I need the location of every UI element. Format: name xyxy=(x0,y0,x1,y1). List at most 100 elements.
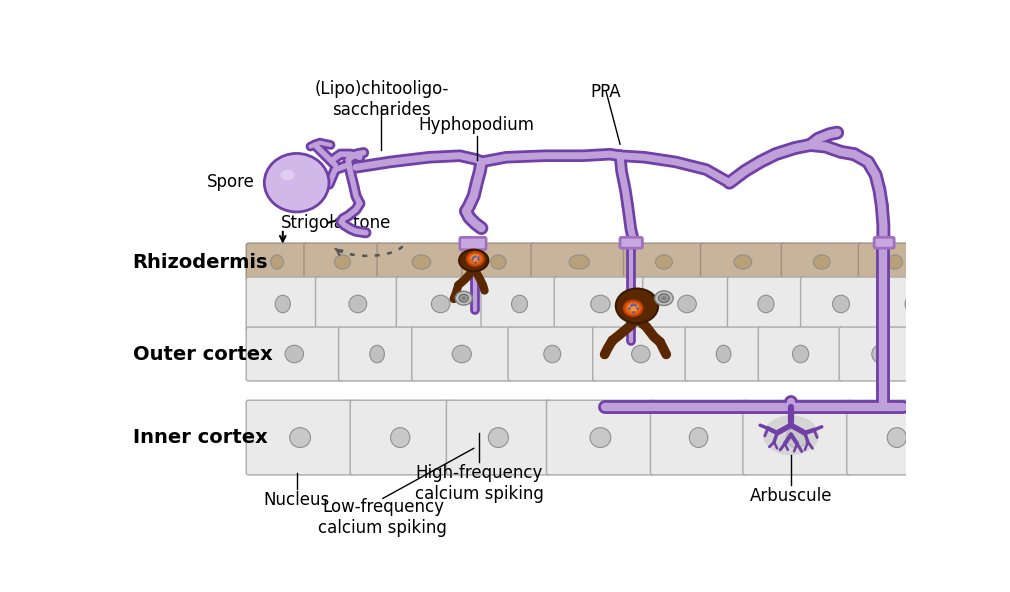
Ellipse shape xyxy=(281,169,294,181)
Ellipse shape xyxy=(334,255,350,269)
FancyBboxPatch shape xyxy=(943,277,993,331)
Ellipse shape xyxy=(662,296,667,300)
Ellipse shape xyxy=(349,295,367,313)
FancyBboxPatch shape xyxy=(759,327,843,381)
Ellipse shape xyxy=(813,255,830,269)
FancyBboxPatch shape xyxy=(943,400,1010,475)
Ellipse shape xyxy=(265,153,329,212)
FancyBboxPatch shape xyxy=(554,277,646,331)
Ellipse shape xyxy=(543,345,561,363)
FancyBboxPatch shape xyxy=(801,277,882,331)
FancyBboxPatch shape xyxy=(846,400,947,475)
Ellipse shape xyxy=(872,345,887,363)
FancyBboxPatch shape xyxy=(460,237,486,250)
Ellipse shape xyxy=(491,255,506,269)
FancyBboxPatch shape xyxy=(620,237,642,248)
FancyBboxPatch shape xyxy=(874,237,894,248)
Text: Nucleus: Nucleus xyxy=(264,491,329,509)
Ellipse shape xyxy=(290,427,310,448)
Text: Inner cortex: Inner cortex xyxy=(132,428,268,447)
Ellipse shape xyxy=(764,415,819,455)
FancyBboxPatch shape xyxy=(412,327,512,381)
FancyBboxPatch shape xyxy=(246,327,342,381)
FancyBboxPatch shape xyxy=(782,243,863,281)
Ellipse shape xyxy=(452,345,472,363)
FancyBboxPatch shape xyxy=(623,243,704,281)
FancyBboxPatch shape xyxy=(481,277,559,331)
FancyBboxPatch shape xyxy=(304,243,381,281)
FancyBboxPatch shape xyxy=(927,243,993,281)
Ellipse shape xyxy=(734,255,751,269)
FancyBboxPatch shape xyxy=(727,277,804,331)
Ellipse shape xyxy=(888,255,903,269)
Ellipse shape xyxy=(511,295,527,313)
Ellipse shape xyxy=(271,255,284,269)
Ellipse shape xyxy=(947,345,962,363)
FancyBboxPatch shape xyxy=(396,277,485,331)
Ellipse shape xyxy=(628,303,638,311)
FancyBboxPatch shape xyxy=(246,400,354,475)
Ellipse shape xyxy=(412,255,430,269)
Ellipse shape xyxy=(462,296,466,300)
Ellipse shape xyxy=(391,427,410,448)
Ellipse shape xyxy=(905,295,919,313)
Ellipse shape xyxy=(832,295,849,313)
FancyBboxPatch shape xyxy=(650,400,746,475)
Ellipse shape xyxy=(616,288,659,323)
FancyBboxPatch shape xyxy=(246,243,308,281)
Ellipse shape xyxy=(982,427,1001,448)
Text: Strigolactone: Strigolactone xyxy=(281,214,392,233)
Ellipse shape xyxy=(591,295,610,313)
Ellipse shape xyxy=(758,295,774,313)
Ellipse shape xyxy=(655,255,673,269)
FancyBboxPatch shape xyxy=(878,277,947,331)
FancyBboxPatch shape xyxy=(446,400,550,475)
FancyBboxPatch shape xyxy=(377,243,466,281)
Text: Low-frequency
calcium spiking: Low-frequency calcium spiking xyxy=(318,498,447,537)
Ellipse shape xyxy=(275,295,291,313)
Text: Arbuscule: Arbuscule xyxy=(749,487,832,505)
Text: Outer cortex: Outer cortex xyxy=(132,345,273,363)
Ellipse shape xyxy=(489,427,508,448)
FancyBboxPatch shape xyxy=(246,277,319,331)
Ellipse shape xyxy=(631,345,650,363)
Ellipse shape xyxy=(456,291,473,305)
Ellipse shape xyxy=(460,250,489,271)
Ellipse shape xyxy=(716,345,731,363)
Ellipse shape xyxy=(471,255,480,262)
Ellipse shape xyxy=(963,295,974,313)
Ellipse shape xyxy=(659,294,670,303)
Ellipse shape xyxy=(285,345,304,363)
FancyBboxPatch shape xyxy=(916,327,993,381)
Ellipse shape xyxy=(590,427,611,448)
Ellipse shape xyxy=(460,294,469,302)
Text: High-frequency
calcium spiking: High-frequency calcium spiking xyxy=(415,464,543,503)
Ellipse shape xyxy=(678,295,696,313)
FancyBboxPatch shape xyxy=(350,400,450,475)
Text: PPA: PPA xyxy=(591,83,621,101)
FancyBboxPatch shape xyxy=(858,243,931,281)
Text: Hyphopodium: Hyphopodium xyxy=(419,116,535,134)
Ellipse shape xyxy=(431,295,449,313)
Text: Rhizodermis: Rhizodermis xyxy=(132,253,268,272)
Ellipse shape xyxy=(787,427,807,448)
FancyBboxPatch shape xyxy=(546,400,654,475)
FancyBboxPatch shape xyxy=(508,327,597,381)
FancyBboxPatch shape xyxy=(593,327,689,381)
Text: (Lipo)chitooligo-
saccharides: (Lipo)chitooligo- saccharides xyxy=(314,81,448,119)
Text: Spore: Spore xyxy=(206,173,255,191)
Ellipse shape xyxy=(690,427,708,448)
Ellipse shape xyxy=(793,345,809,363)
Ellipse shape xyxy=(654,291,673,305)
FancyBboxPatch shape xyxy=(742,400,850,475)
FancyBboxPatch shape xyxy=(839,327,920,381)
Ellipse shape xyxy=(370,345,385,363)
Ellipse shape xyxy=(953,255,968,269)
FancyBboxPatch shape xyxy=(701,243,785,281)
Ellipse shape xyxy=(887,427,907,448)
FancyBboxPatch shape xyxy=(462,243,535,281)
FancyBboxPatch shape xyxy=(315,277,400,331)
FancyBboxPatch shape xyxy=(531,243,627,281)
Ellipse shape xyxy=(569,255,590,269)
FancyBboxPatch shape xyxy=(685,327,763,381)
